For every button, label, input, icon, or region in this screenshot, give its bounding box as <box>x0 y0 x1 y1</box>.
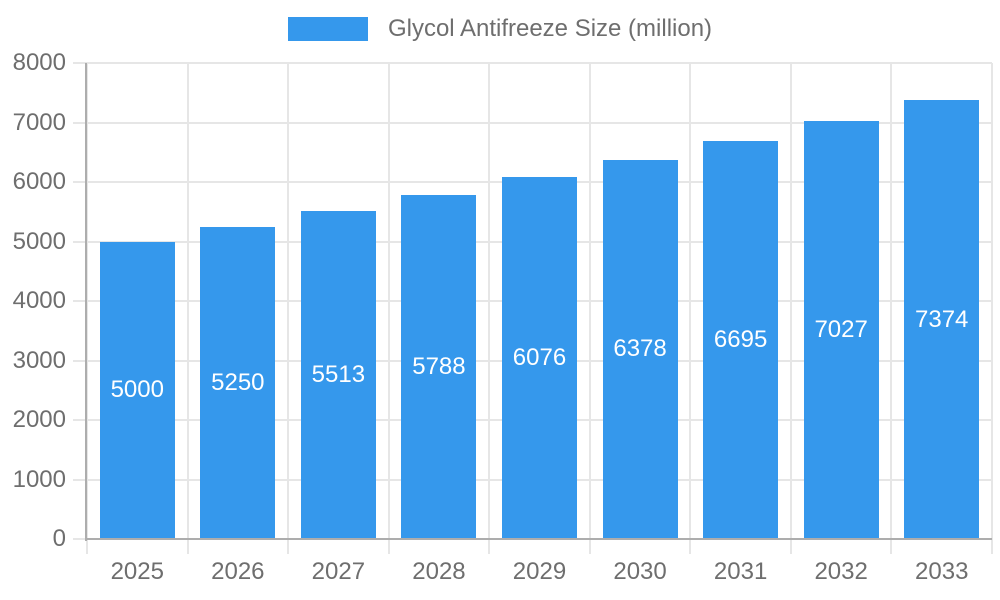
x-axis-tick <box>287 539 290 554</box>
bar: 6076 <box>502 177 577 539</box>
y-tick-label: 2000 <box>12 406 66 433</box>
y-tick-label: 1000 <box>12 465 66 493</box>
x-gridline <box>287 63 290 539</box>
x-axis-tick <box>991 539 993 554</box>
x-gridline <box>86 63 88 539</box>
legend-swatch <box>287 17 368 41</box>
bar-value-label: 7027 <box>814 315 868 343</box>
y-axis-tick <box>73 300 87 302</box>
x-axis-tick <box>186 539 189 554</box>
bar: 5000 <box>99 241 175 539</box>
y-tick-label: 3000 <box>12 346 66 374</box>
bar: 6695 <box>703 140 779 539</box>
bar-value-label: 5250 <box>211 368 265 396</box>
x-tick-label: 2026 <box>211 558 265 585</box>
y-gridline <box>87 62 992 64</box>
y-tick-label: 5000 <box>12 227 66 255</box>
x-gridline <box>186 63 189 539</box>
y-axis-tick <box>73 62 87 64</box>
x-tick-label: 2031 <box>713 558 768 585</box>
x-gridline <box>689 63 692 539</box>
bar: 7374 <box>904 100 980 539</box>
bar-value-label: 7374 <box>915 305 969 333</box>
bar: 7027 <box>803 120 879 539</box>
x-axis-tick <box>488 539 491 554</box>
y-tick-label: 4000 <box>12 287 66 314</box>
y-gridline <box>87 121 992 124</box>
y-tick-label: 0 <box>52 525 66 552</box>
y-axis-tick <box>73 478 87 481</box>
bar-value-label: 5788 <box>412 352 466 380</box>
y-axis-tick <box>73 359 87 362</box>
x-gridline <box>387 63 390 539</box>
x-tick-label: 2025 <box>110 558 164 585</box>
x-tick-label: 2032 <box>814 558 868 585</box>
x-axis-tick <box>588 539 591 554</box>
x-axis-tick <box>689 539 692 554</box>
x-axis-tick <box>86 539 88 554</box>
bar: 5250 <box>200 226 276 539</box>
bar-value-label: 5513 <box>311 360 366 388</box>
x-axis-tick <box>387 539 390 554</box>
x-gridline <box>890 63 893 539</box>
y-tick-label: 7000 <box>12 108 66 136</box>
x-gridline <box>789 63 792 539</box>
y-axis-line <box>85 63 87 541</box>
y-tick-label: 8000 <box>12 49 66 76</box>
bar: 6378 <box>602 159 678 539</box>
y-axis-tick <box>73 538 87 540</box>
bar: 5513 <box>300 210 376 539</box>
y-axis-tick <box>73 181 87 183</box>
x-tick-label: 2033 <box>915 558 969 585</box>
x-gridline <box>588 63 591 539</box>
y-axis-tick <box>73 419 87 421</box>
x-gridline <box>488 63 491 539</box>
x-tick-label: 2027 <box>311 558 366 585</box>
bar-value-label: 6695 <box>713 325 768 353</box>
y-tick-label: 6000 <box>12 168 66 195</box>
x-gridline <box>991 63 993 539</box>
x-tick-label: 2029 <box>512 558 567 585</box>
bar-value-label: 6378 <box>613 335 667 363</box>
legend[interactable]: Glycol Antifreeze Size (million) <box>0 15 1000 43</box>
x-axis-line <box>87 538 992 540</box>
x-axis-tick <box>789 539 792 554</box>
legend-label: Glycol Antifreeze Size (million) <box>387 15 713 42</box>
x-tick-label: 2030 <box>613 558 667 585</box>
x-axis-tick <box>890 539 893 554</box>
x-tick-label: 2028 <box>412 558 466 585</box>
y-axis-tick <box>73 121 87 124</box>
bar-value-label: 5000 <box>110 376 164 404</box>
bar: 5788 <box>401 194 477 539</box>
y-axis-tick <box>73 240 87 243</box>
bar-value-label: 6076 <box>512 344 567 372</box>
